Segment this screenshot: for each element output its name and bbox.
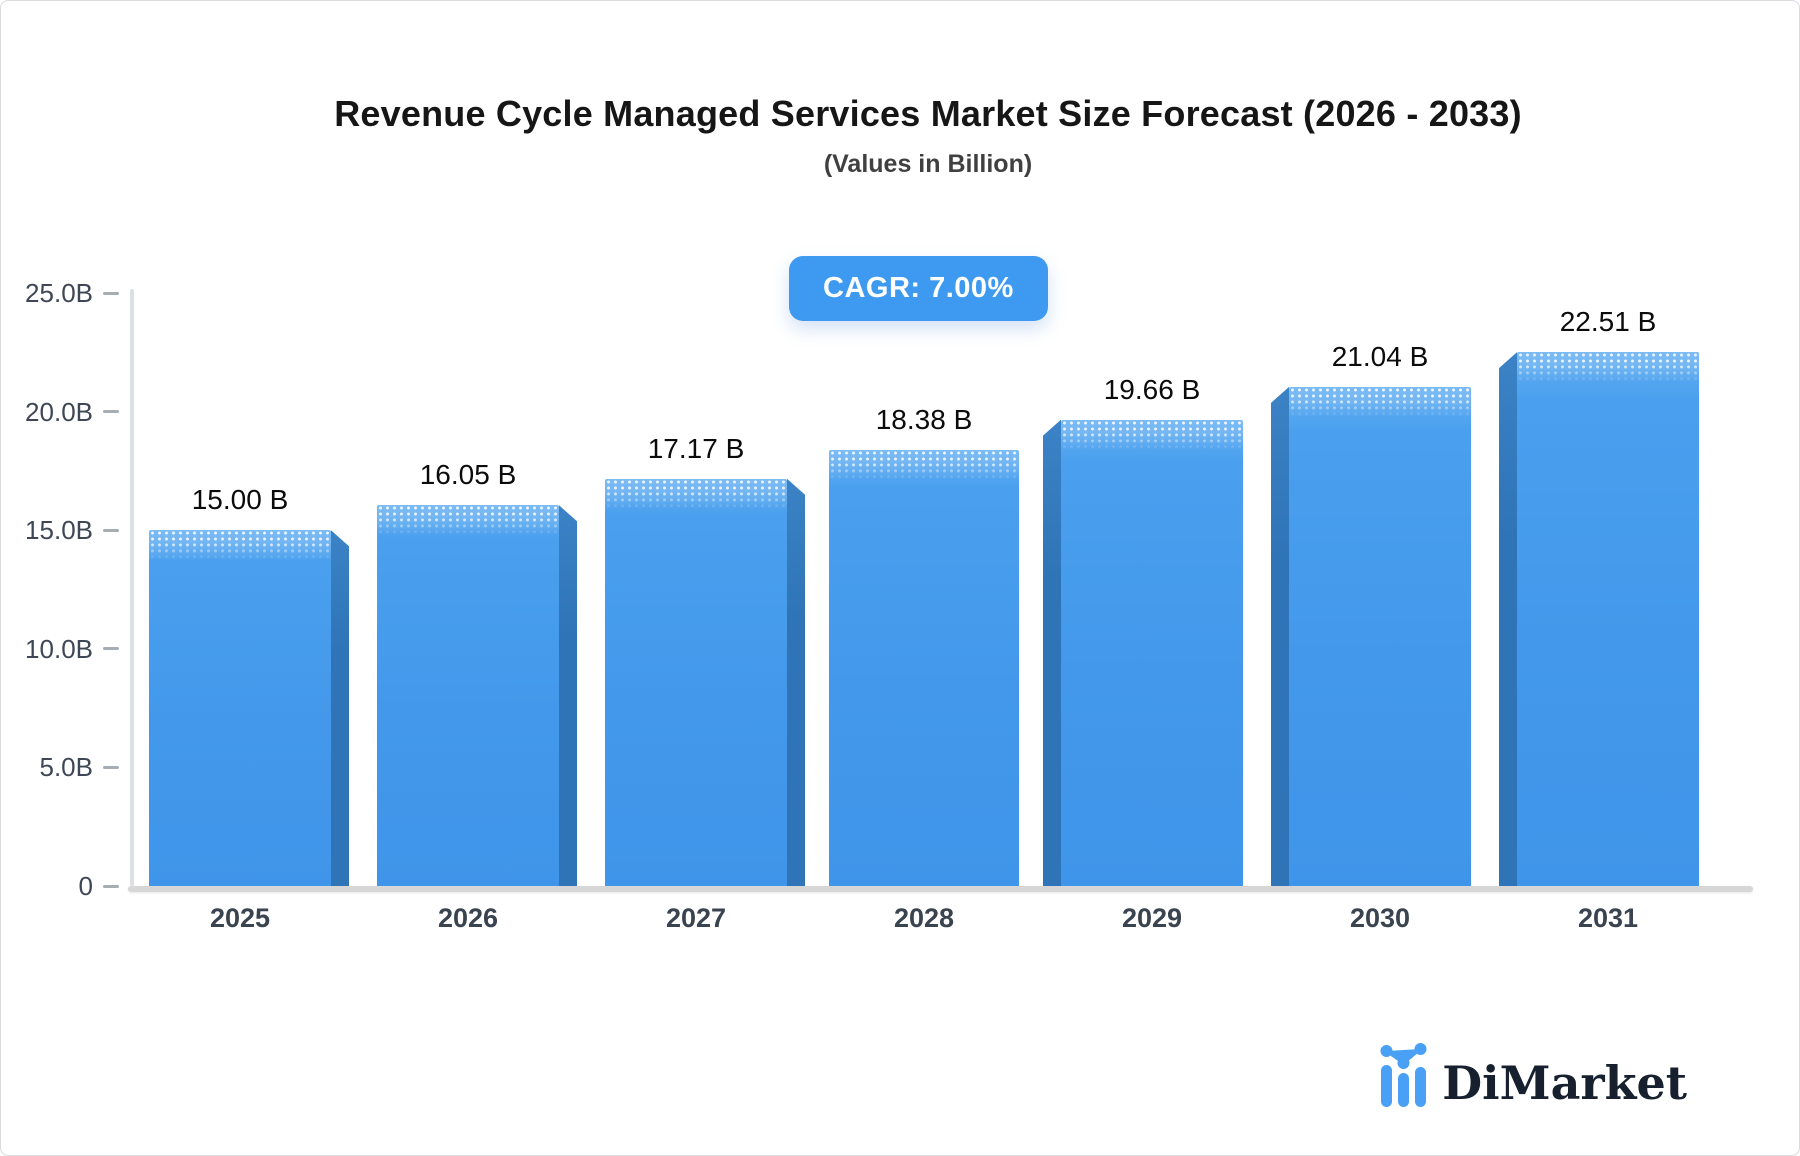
bar-side-face xyxy=(559,505,577,886)
y-axis-tick-mark xyxy=(103,884,119,888)
x-axis-label: 2025 xyxy=(209,903,271,933)
bar-2029 xyxy=(1061,419,1243,886)
bar-value-label: 19.66 B xyxy=(1103,373,1201,405)
y-axis-tick-mark xyxy=(103,291,119,295)
x-axis-label: 2027 xyxy=(665,903,727,933)
bar-value-label: 16.05 B xyxy=(419,459,517,491)
x-axis-label: 2031 xyxy=(1577,903,1639,933)
chart-subtitle: (Values in Billion) xyxy=(823,150,1033,178)
bar-side-face xyxy=(1499,352,1517,886)
chart-header: Revenue Cycle Managed Services Market Si… xyxy=(55,93,1799,179)
y-axis-tick-mark xyxy=(103,765,119,769)
cagr-badge: CAGR: 7.00% xyxy=(789,256,1048,321)
y-axis-tick-label: 0 xyxy=(78,871,93,901)
y-axis-tick-label: 15.0B xyxy=(25,515,93,546)
bar-value-label: 21.04 B xyxy=(1331,340,1429,372)
bar-2030 xyxy=(1289,386,1471,886)
bar-side-face xyxy=(331,530,349,886)
bar-side-face xyxy=(787,478,805,886)
bar-value-label: 22.51 B xyxy=(1559,306,1657,338)
bar-2031 xyxy=(1517,352,1699,886)
bar-2025 xyxy=(149,530,331,886)
x-axis-label: 2029 xyxy=(1121,903,1183,933)
bar-side-face xyxy=(1043,419,1061,886)
x-axis-label: 2026 xyxy=(437,903,499,933)
chart-title: Revenue Cycle Managed Services Market Si… xyxy=(334,93,1522,134)
y-axis-tick-label: 10.0B xyxy=(25,633,93,664)
y-axis-tick-mark xyxy=(103,410,119,414)
bar-2028 xyxy=(829,450,1019,886)
y-axis-tick-label: 5.0B xyxy=(39,752,94,783)
x-axis-label: 2028 xyxy=(893,903,955,933)
bar-2027 xyxy=(605,478,787,886)
bar-value-label: 17.17 B xyxy=(647,432,745,464)
y-axis-tick-mark xyxy=(103,647,119,651)
bar-side-face xyxy=(1271,386,1289,886)
x-axis-baseline xyxy=(128,886,1753,892)
brand-name: DiMarket xyxy=(1442,1056,1687,1111)
bar-2026 xyxy=(377,505,559,886)
bar-value-label: 18.38 B xyxy=(875,404,973,436)
bar-value-label: 15.00 B xyxy=(191,484,289,516)
y-axis-tick-label: 20.0B xyxy=(25,396,93,427)
y-axis-line xyxy=(130,289,134,886)
mini-bar-chart-icon xyxy=(1380,1043,1427,1107)
y-axis-tick-label: 25.0B xyxy=(25,278,93,308)
y-axis-tick-mark xyxy=(103,528,119,532)
x-axis-label: 2030 xyxy=(1349,903,1411,933)
brand-logo: DiMarket xyxy=(1380,1043,1687,1109)
